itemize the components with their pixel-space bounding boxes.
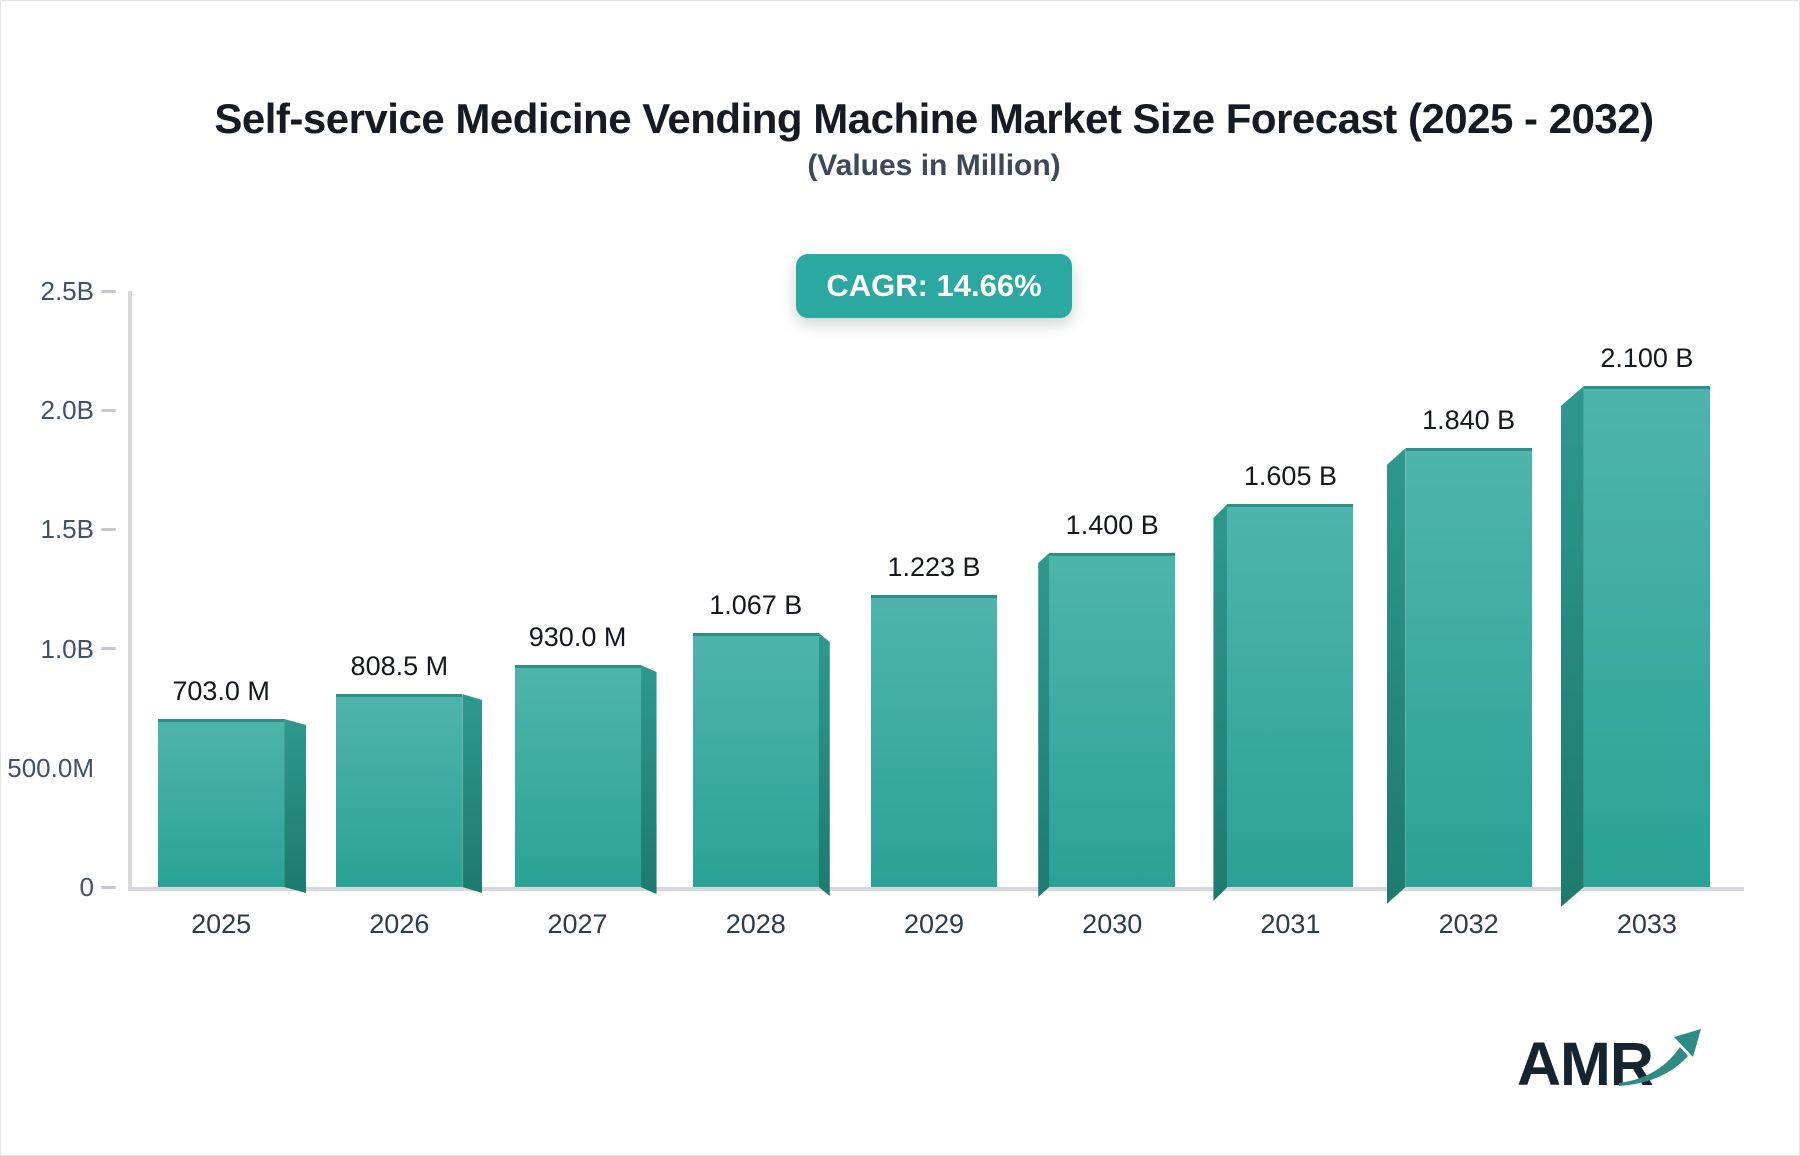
- bar-side-face: [284, 719, 306, 893]
- bar-side-face: [1387, 448, 1406, 904]
- x-axis-label: 2029: [903, 909, 965, 939]
- plot-area: 2.5B 2.0B 1.5B 1.0B 500.0M 0 703.0 M 2025 808.5 …: [7, 276, 1744, 939]
- bar-value-label: 930.0 M: [528, 622, 627, 652]
- bar-value-label: 1.223 B: [887, 552, 981, 582]
- bar-2033: [1583, 386, 1710, 887]
- y-axis-tick-dash: [101, 527, 116, 531]
- bar-value-label: 1.400 B: [1065, 510, 1159, 540]
- growth-arrow-head: [1674, 1029, 1701, 1057]
- chart-title: Self-service Medicine Vending Machine Ma…: [214, 95, 1654, 142]
- bar-side-face: [462, 694, 482, 893]
- bar-2030: [1049, 553, 1176, 887]
- x-axis-label: 2031: [1260, 909, 1321, 939]
- y-axis-tick-label: 1.0B: [40, 633, 95, 664]
- bar-value-label: 2.100 B: [1600, 343, 1694, 373]
- x-axis-label: 2025: [191, 909, 252, 939]
- y-axis-tick-dash: [101, 408, 116, 412]
- y-axis-tick-dash: [101, 647, 116, 651]
- bar-side-face: [1561, 386, 1584, 907]
- x-axis-label: 2033: [1616, 909, 1677, 939]
- y-axis-tick-label: 2.0B: [40, 395, 95, 426]
- bar-value-label: 1.605 B: [1243, 461, 1337, 491]
- y-axis-tick-label: 1.5B: [40, 514, 95, 545]
- bar-2032: [1405, 448, 1532, 887]
- amr-logo: AMR: [1517, 1029, 1701, 1099]
- bar-side-face: [641, 665, 657, 894]
- growth-arrow-swoosh: [1619, 1047, 1688, 1086]
- cagr-badge: CAGR: 14.66%: [796, 254, 1072, 318]
- chart-subtitle: (Values in Million): [807, 149, 1061, 182]
- growth-arrow-icon: [1619, 1029, 1701, 1086]
- y-axis-tick-label: 500.0M: [7, 752, 94, 783]
- bar-side-face: [1038, 553, 1049, 897]
- y-axis-line: [128, 291, 132, 891]
- x-axis-label: 2032: [1438, 909, 1499, 939]
- y-axis-tick-dash: [101, 289, 116, 293]
- x-axis-label: 2028: [725, 909, 786, 939]
- bar-2026: [336, 694, 463, 887]
- bar-side-face: [819, 633, 830, 896]
- x-axis-label: 2026: [369, 909, 430, 939]
- bar-value-label: 1.067 B: [709, 590, 803, 620]
- y-axis-tick-label: 2.5B: [40, 276, 95, 306]
- x-axis-label: 2030: [1082, 909, 1143, 939]
- bar-side-face: [1213, 504, 1227, 901]
- bar-2025: [158, 719, 285, 887]
- cagr-badge-row: CAGR: 14.66%: [132, 254, 1736, 318]
- bar-2027: [514, 665, 641, 887]
- x-axis-line: [128, 887, 1744, 891]
- bar-value-label: 808.5 M: [350, 651, 449, 681]
- bar-2028: [692, 633, 819, 887]
- bar-value-label: 703.0 M: [172, 676, 270, 706]
- bar-value-label: 1.840 B: [1422, 405, 1516, 435]
- bar-2031: [1227, 504, 1354, 887]
- y-axis-tick-dash: [101, 885, 116, 889]
- y-axis-tick-label: 0: [79, 872, 94, 902]
- bar-2029: [871, 595, 997, 887]
- x-axis-label: 2027: [547, 909, 608, 939]
